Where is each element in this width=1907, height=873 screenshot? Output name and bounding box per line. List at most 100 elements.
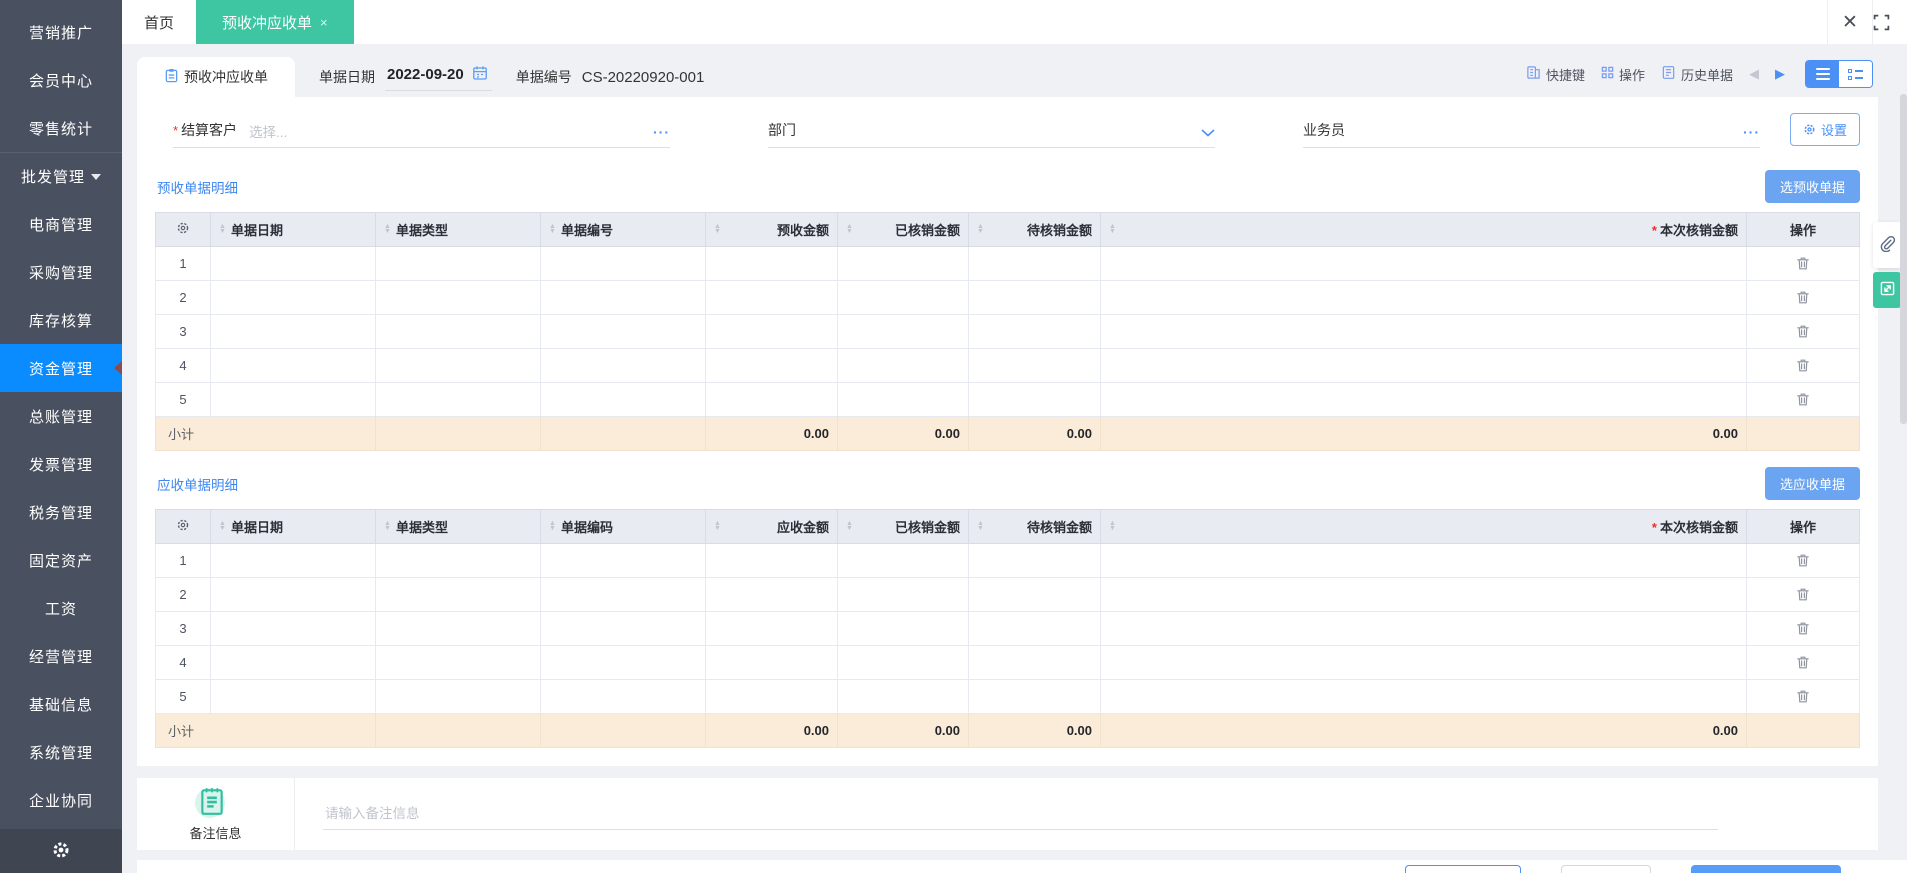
- discard-button[interactable]: 放弃: [1561, 865, 1651, 873]
- sidebar-item-电商管理[interactable]: 电商管理: [0, 200, 122, 248]
- close-icon[interactable]: ✕: [1842, 11, 1858, 33]
- expand-panel-button[interactable]: [1873, 272, 1901, 308]
- empty-cell[interactable]: [210, 246, 376, 281]
- empty-cell[interactable]: [375, 246, 541, 281]
- sidebar-item-发票管理[interactable]: 发票管理: [0, 440, 122, 488]
- empty-cell[interactable]: [837, 246, 969, 281]
- calendar-icon[interactable]: [472, 65, 488, 84]
- empty-cell[interactable]: [837, 348, 969, 383]
- empty-cell[interactable]: [540, 382, 706, 417]
- delete-row-icon[interactable]: [1794, 585, 1812, 604]
- doc-date-picker[interactable]: 2022-09-20: [385, 63, 492, 91]
- remarks-input[interactable]: [323, 798, 1718, 830]
- delete-row-icon[interactable]: [1794, 687, 1812, 706]
- empty-cell[interactable]: [375, 577, 541, 612]
- document-page-tab[interactable]: 预收冲应收单: [137, 57, 295, 97]
- empty-cell[interactable]: [837, 382, 969, 417]
- empty-cell[interactable]: [968, 246, 1101, 281]
- sidebar-item-零售统计[interactable]: 零售统计: [0, 104, 122, 152]
- table-row[interactable]: 4: [155, 348, 1860, 383]
- sort-icon[interactable]: ▲ ▼: [384, 520, 391, 532]
- empty-cell[interactable]: [837, 645, 969, 680]
- empty-cell[interactable]: [1100, 246, 1747, 281]
- empty-cell[interactable]: [1100, 577, 1747, 612]
- empty-cell[interactable]: [210, 611, 376, 646]
- sidebar-item-采购管理[interactable]: 采购管理: [0, 248, 122, 296]
- empty-cell[interactable]: [837, 611, 969, 646]
- empty-cell[interactable]: [837, 280, 969, 315]
- table-row[interactable]: 5: [155, 679, 1860, 714]
- empty-cell[interactable]: [837, 679, 969, 714]
- sort-icon[interactable]: ▲ ▼: [1109, 223, 1116, 235]
- customer-more-icon[interactable]: ···: [653, 124, 670, 140]
- shortcut-button[interactable]: 快捷键: [1526, 65, 1585, 84]
- column-settings-gear-icon[interactable]: [155, 509, 211, 544]
- empty-cell[interactable]: [705, 314, 838, 349]
- empty-cell[interactable]: [375, 645, 541, 680]
- empty-cell[interactable]: [705, 679, 838, 714]
- empty-cell[interactable]: [210, 280, 376, 315]
- delete-row-icon[interactable]: [1794, 254, 1812, 273]
- empty-cell[interactable]: [705, 611, 838, 646]
- empty-cell[interactable]: [1100, 611, 1747, 646]
- empty-cell[interactable]: [837, 314, 969, 349]
- sort-icon[interactable]: ▲ ▼: [977, 520, 984, 532]
- sort-icon[interactable]: ▲ ▼: [219, 520, 226, 532]
- empty-cell[interactable]: [540, 246, 706, 281]
- empty-cell[interactable]: [1100, 314, 1747, 349]
- empty-cell[interactable]: [705, 348, 838, 383]
- empty-cell[interactable]: [705, 645, 838, 680]
- empty-cell[interactable]: [968, 280, 1101, 315]
- sidebar-item-工资[interactable]: 工资: [0, 584, 122, 632]
- sidebar-item-税务管理[interactable]: 税务管理: [0, 488, 122, 536]
- empty-cell[interactable]: [210, 577, 376, 612]
- empty-cell[interactable]: [1100, 382, 1747, 417]
- table-row[interactable]: 3: [155, 611, 1860, 646]
- sidebar-item-企业协同[interactable]: 企业协同: [0, 776, 122, 824]
- sort-icon[interactable]: ▲ ▼: [1109, 520, 1116, 532]
- table-row[interactable]: 2: [155, 280, 1860, 315]
- salesman-input[interactable]: [1357, 125, 1743, 140]
- empty-cell[interactable]: [210, 679, 376, 714]
- table-row[interactable]: 3: [155, 314, 1860, 349]
- empty-cell[interactable]: [968, 679, 1101, 714]
- empty-cell[interactable]: [705, 577, 838, 612]
- delete-row-icon[interactable]: [1794, 288, 1812, 307]
- empty-cell[interactable]: [705, 280, 838, 315]
- delete-row-icon[interactable]: [1794, 619, 1812, 638]
- delete-row-icon[interactable]: [1794, 551, 1812, 570]
- sidebar-item-经营管理[interactable]: 经营管理: [0, 632, 122, 680]
- sort-icon[interactable]: ▲ ▼: [384, 223, 391, 235]
- department-input[interactable]: [808, 125, 1201, 140]
- empty-cell[interactable]: [968, 611, 1101, 646]
- sort-icon[interactable]: ▲ ▼: [846, 520, 853, 532]
- sort-icon[interactable]: ▲ ▼: [219, 223, 226, 235]
- form-view-icon[interactable]: [1839, 61, 1872, 87]
- empty-cell[interactable]: [540, 348, 706, 383]
- attachment-button[interactable]: [1873, 222, 1901, 268]
- sidebar-item-会员中心[interactable]: 会员中心: [0, 56, 122, 104]
- table-row[interactable]: 1: [155, 543, 1860, 578]
- empty-cell[interactable]: [375, 280, 541, 315]
- sort-icon[interactable]: ▲ ▼: [977, 223, 984, 235]
- empty-cell[interactable]: [705, 246, 838, 281]
- sidebar-item-资金管理[interactable]: 资金管理: [0, 344, 122, 392]
- list-view-icon[interactable]: [1806, 61, 1839, 87]
- sidebar-item-营销推广[interactable]: 营销推广: [0, 8, 122, 56]
- delete-row-icon[interactable]: [1794, 356, 1812, 375]
- empty-cell[interactable]: [837, 543, 969, 578]
- sidebar-item-库存核算[interactable]: 库存核算: [0, 296, 122, 344]
- save-and-new-button[interactable]: 保存&新增 ∧: [1691, 865, 1841, 873]
- operate-button[interactable]: 操作: [1601, 65, 1645, 84]
- customer-input[interactable]: [249, 125, 653, 140]
- delete-row-icon[interactable]: [1794, 322, 1812, 341]
- table-row[interactable]: 1: [155, 246, 1860, 281]
- empty-cell[interactable]: [968, 645, 1101, 680]
- empty-cell[interactable]: [1100, 280, 1747, 315]
- empty-cell[interactable]: [375, 348, 541, 383]
- empty-cell[interactable]: [375, 611, 541, 646]
- empty-cell[interactable]: [837, 577, 969, 612]
- column-settings-gear-icon[interactable]: [155, 212, 211, 247]
- empty-cell[interactable]: [210, 645, 376, 680]
- settings-gear-icon[interactable]: [52, 841, 70, 862]
